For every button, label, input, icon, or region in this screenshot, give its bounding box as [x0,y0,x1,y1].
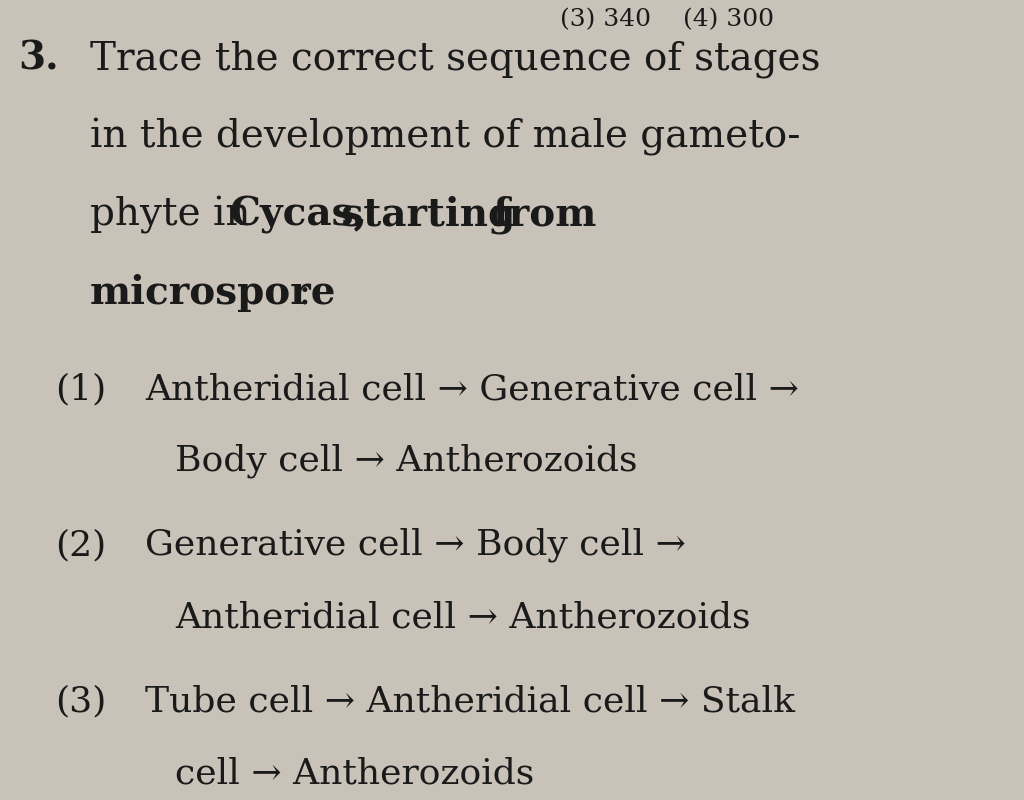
Text: :: : [286,274,311,311]
Text: Body cell → Antherozoids: Body cell → Antherozoids [175,444,638,478]
Text: Antheridial cell → Antherozoids: Antheridial cell → Antherozoids [175,600,751,634]
Text: Cycas,: Cycas, [229,196,367,234]
Text: (2): (2) [55,528,106,562]
Text: Generative cell → Body cell →: Generative cell → Body cell → [145,528,686,562]
Text: Trace the correct sequence of stages: Trace the correct sequence of stages [90,40,820,78]
Text: (3) 340    (4) 300: (3) 340 (4) 300 [560,8,774,31]
Text: (3): (3) [55,684,106,718]
Text: 3.: 3. [18,40,58,78]
Text: phyte in: phyte in [90,196,263,234]
Text: cell → Antherozoids: cell → Antherozoids [175,756,535,790]
Text: microspore: microspore [90,274,337,312]
Text: Antheridial cell → Generative cell →: Antheridial cell → Generative cell → [145,372,799,406]
Text: in the development of male gameto-: in the development of male gameto- [90,118,801,156]
Text: starting: starting [328,196,528,234]
Text: from: from [493,196,597,234]
Text: Tube cell → Antheridial cell → Stalk: Tube cell → Antheridial cell → Stalk [145,684,795,718]
Text: (1): (1) [55,372,106,406]
